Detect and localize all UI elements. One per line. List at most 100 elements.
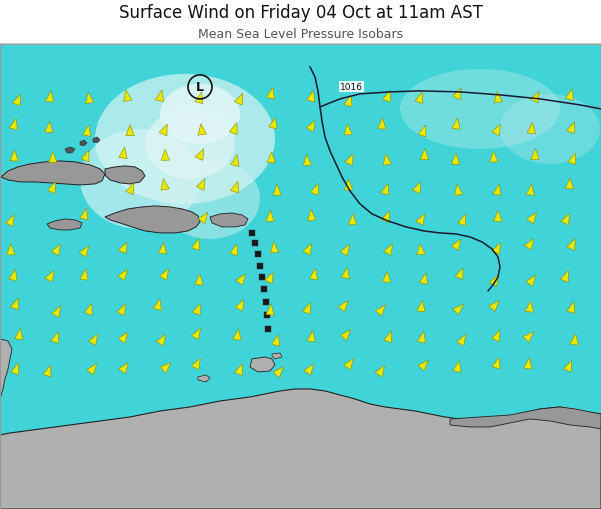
- Polygon shape: [79, 246, 89, 258]
- Polygon shape: [84, 304, 93, 316]
- Polygon shape: [264, 272, 273, 284]
- Polygon shape: [52, 306, 61, 318]
- Polygon shape: [567, 123, 575, 134]
- Polygon shape: [65, 148, 75, 154]
- Polygon shape: [158, 243, 166, 254]
- Polygon shape: [308, 210, 316, 221]
- Polygon shape: [9, 119, 17, 131]
- Polygon shape: [417, 332, 426, 344]
- Polygon shape: [377, 119, 386, 130]
- Polygon shape: [490, 152, 498, 163]
- Polygon shape: [156, 334, 166, 346]
- Polygon shape: [46, 92, 53, 103]
- Polygon shape: [493, 185, 501, 196]
- Polygon shape: [458, 215, 466, 227]
- Polygon shape: [384, 331, 392, 343]
- Polygon shape: [306, 121, 316, 133]
- Polygon shape: [419, 273, 427, 285]
- Text: 1016: 1016: [340, 83, 363, 92]
- Polygon shape: [451, 154, 460, 165]
- Polygon shape: [117, 304, 126, 316]
- Polygon shape: [118, 270, 128, 281]
- Polygon shape: [14, 329, 23, 341]
- Polygon shape: [44, 122, 53, 133]
- Polygon shape: [272, 353, 282, 359]
- Ellipse shape: [500, 95, 600, 164]
- Polygon shape: [457, 334, 466, 346]
- Polygon shape: [231, 182, 239, 193]
- Polygon shape: [311, 184, 319, 196]
- Polygon shape: [302, 303, 311, 315]
- Polygon shape: [261, 287, 267, 292]
- Polygon shape: [159, 269, 169, 281]
- Polygon shape: [0, 340, 12, 435]
- Polygon shape: [344, 96, 352, 107]
- Polygon shape: [383, 91, 391, 103]
- Polygon shape: [198, 375, 210, 382]
- Polygon shape: [270, 242, 279, 253]
- Polygon shape: [310, 269, 317, 280]
- Polygon shape: [375, 305, 385, 317]
- Polygon shape: [415, 93, 423, 104]
- Polygon shape: [153, 299, 162, 311]
- Polygon shape: [524, 239, 534, 250]
- Polygon shape: [5, 215, 14, 227]
- Polygon shape: [198, 124, 206, 136]
- Polygon shape: [417, 244, 425, 256]
- Polygon shape: [230, 244, 238, 256]
- Polygon shape: [526, 213, 537, 224]
- Polygon shape: [192, 239, 200, 251]
- Ellipse shape: [400, 70, 560, 150]
- Polygon shape: [418, 360, 429, 371]
- Polygon shape: [382, 272, 391, 283]
- Polygon shape: [492, 243, 501, 255]
- Polygon shape: [416, 214, 424, 226]
- Polygon shape: [81, 151, 89, 162]
- Polygon shape: [123, 91, 132, 102]
- Polygon shape: [1, 161, 105, 186]
- Polygon shape: [492, 330, 500, 342]
- Polygon shape: [526, 185, 534, 196]
- Polygon shape: [450, 407, 601, 429]
- Polygon shape: [51, 332, 59, 344]
- Polygon shape: [489, 275, 498, 287]
- Polygon shape: [195, 150, 204, 161]
- Polygon shape: [304, 155, 312, 166]
- Polygon shape: [451, 240, 461, 251]
- Polygon shape: [454, 185, 463, 196]
- Ellipse shape: [160, 160, 260, 239]
- Polygon shape: [118, 332, 129, 344]
- Polygon shape: [126, 184, 134, 195]
- Polygon shape: [567, 239, 576, 251]
- Polygon shape: [47, 182, 55, 194]
- Polygon shape: [234, 94, 243, 106]
- Polygon shape: [307, 331, 316, 343]
- Polygon shape: [265, 326, 271, 332]
- Polygon shape: [344, 125, 352, 136]
- Polygon shape: [453, 361, 461, 373]
- Polygon shape: [266, 88, 275, 100]
- Polygon shape: [416, 301, 425, 313]
- Polygon shape: [191, 328, 201, 340]
- Polygon shape: [87, 364, 97, 375]
- Polygon shape: [420, 149, 429, 160]
- Polygon shape: [567, 302, 575, 314]
- Polygon shape: [236, 274, 246, 286]
- Polygon shape: [381, 184, 389, 196]
- Polygon shape: [9, 270, 17, 281]
- Polygon shape: [47, 219, 82, 231]
- Polygon shape: [231, 155, 239, 167]
- Polygon shape: [349, 214, 357, 225]
- Polygon shape: [304, 364, 314, 376]
- Polygon shape: [382, 211, 389, 223]
- Polygon shape: [118, 243, 127, 254]
- Polygon shape: [105, 207, 200, 234]
- Polygon shape: [568, 154, 576, 165]
- Polygon shape: [494, 92, 502, 104]
- Polygon shape: [453, 89, 461, 101]
- Polygon shape: [252, 240, 258, 246]
- Polygon shape: [191, 358, 200, 370]
- Polygon shape: [10, 151, 18, 162]
- Text: Mean Sea Level Pressure Isobars: Mean Sea Level Pressure Isobars: [198, 27, 403, 41]
- Polygon shape: [341, 268, 350, 279]
